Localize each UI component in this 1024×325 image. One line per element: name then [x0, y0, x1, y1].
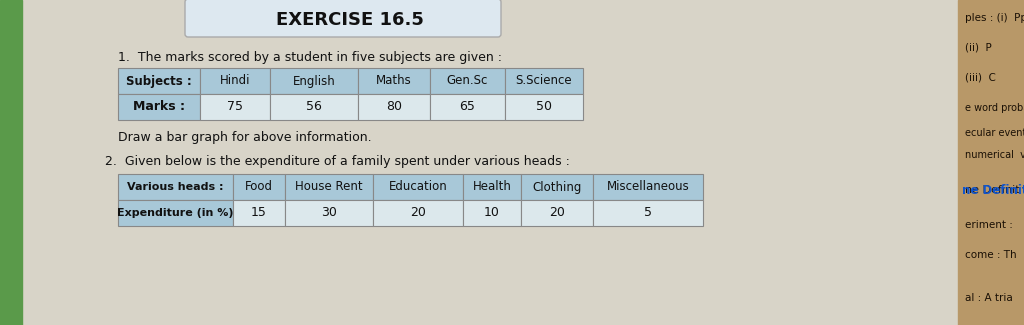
Text: (ii)  P: (ii) P [965, 43, 992, 53]
Bar [118, 68, 200, 94]
Text: 75: 75 [227, 100, 243, 113]
Bar [521, 174, 593, 200]
Bar [593, 174, 703, 200]
Text: 20: 20 [549, 206, 565, 219]
Bar [0, 0, 22, 325]
Text: S.Science: S.Science [516, 74, 572, 87]
Text: ne Definit: ne Definit [965, 185, 1020, 195]
Bar [200, 68, 270, 94]
Text: ecular event: ecular event [965, 128, 1024, 138]
Text: (iii)  C: (iii) C [965, 73, 996, 83]
Text: Marks :: Marks : [133, 100, 185, 113]
Bar [200, 94, 270, 120]
Text: English: English [293, 74, 336, 87]
Text: 80: 80 [386, 100, 402, 113]
Text: Draw a bar graph for above information.: Draw a bar graph for above information. [118, 132, 372, 145]
Bar [270, 94, 358, 120]
Bar [505, 68, 583, 94]
Text: Subjects :: Subjects : [126, 74, 191, 87]
Text: Health: Health [472, 180, 511, 193]
Text: 5: 5 [644, 206, 652, 219]
Bar [358, 94, 430, 120]
Text: Gen.Sc: Gen.Sc [446, 74, 488, 87]
Text: ne Definit: ne Definit [962, 184, 1024, 197]
Text: 2.  Given below is the expenditure of a family spent under various heads :: 2. Given below is the expenditure of a f… [105, 155, 570, 168]
Text: 56: 56 [306, 100, 322, 113]
Bar [593, 200, 703, 226]
Bar [233, 174, 285, 200]
Text: numerical  v: numerical v [965, 150, 1024, 160]
Text: Education: Education [389, 180, 447, 193]
Text: Food: Food [245, 180, 273, 193]
Bar [521, 200, 593, 226]
Text: 20: 20 [410, 206, 426, 219]
Text: 30: 30 [322, 206, 337, 219]
Text: 1.  The marks scored by a student in five subjects are given :: 1. The marks scored by a student in five… [118, 51, 502, 64]
Bar [118, 94, 200, 120]
Text: Miscellaneous: Miscellaneous [606, 180, 689, 193]
Text: 15: 15 [251, 206, 267, 219]
Bar [233, 200, 285, 226]
Bar [463, 200, 521, 226]
Text: Various heads :: Various heads : [127, 182, 224, 192]
Bar [118, 174, 233, 200]
Bar [373, 200, 463, 226]
FancyBboxPatch shape [185, 0, 501, 37]
Bar [373, 174, 463, 200]
Bar [463, 174, 521, 200]
Bar [270, 68, 358, 94]
Bar [430, 94, 505, 120]
Bar [430, 68, 505, 94]
Bar [118, 200, 233, 226]
Text: come : Th: come : Th [965, 250, 1017, 260]
Text: Clothing: Clothing [532, 180, 582, 193]
Text: Expenditure (in %): Expenditure (in %) [118, 208, 233, 218]
Text: e word proba: e word proba [965, 103, 1024, 113]
Text: EXERCISE 16.5: EXERCISE 16.5 [276, 11, 424, 29]
Text: ples : (i)  Pp: ples : (i) Pp [965, 13, 1024, 23]
Text: al : A tria: al : A tria [965, 293, 1013, 303]
Bar [285, 200, 373, 226]
Bar [358, 68, 430, 94]
Text: 10: 10 [484, 206, 500, 219]
Text: 65: 65 [460, 100, 475, 113]
Bar [285, 174, 373, 200]
Bar [505, 94, 583, 120]
Text: 50: 50 [536, 100, 552, 113]
Text: House Rent: House Rent [295, 180, 362, 193]
Text: Hindi: Hindi [220, 74, 250, 87]
Bar [958, 0, 1024, 325]
Text: Maths: Maths [376, 74, 412, 87]
Text: eriment :: eriment : [965, 220, 1013, 230]
